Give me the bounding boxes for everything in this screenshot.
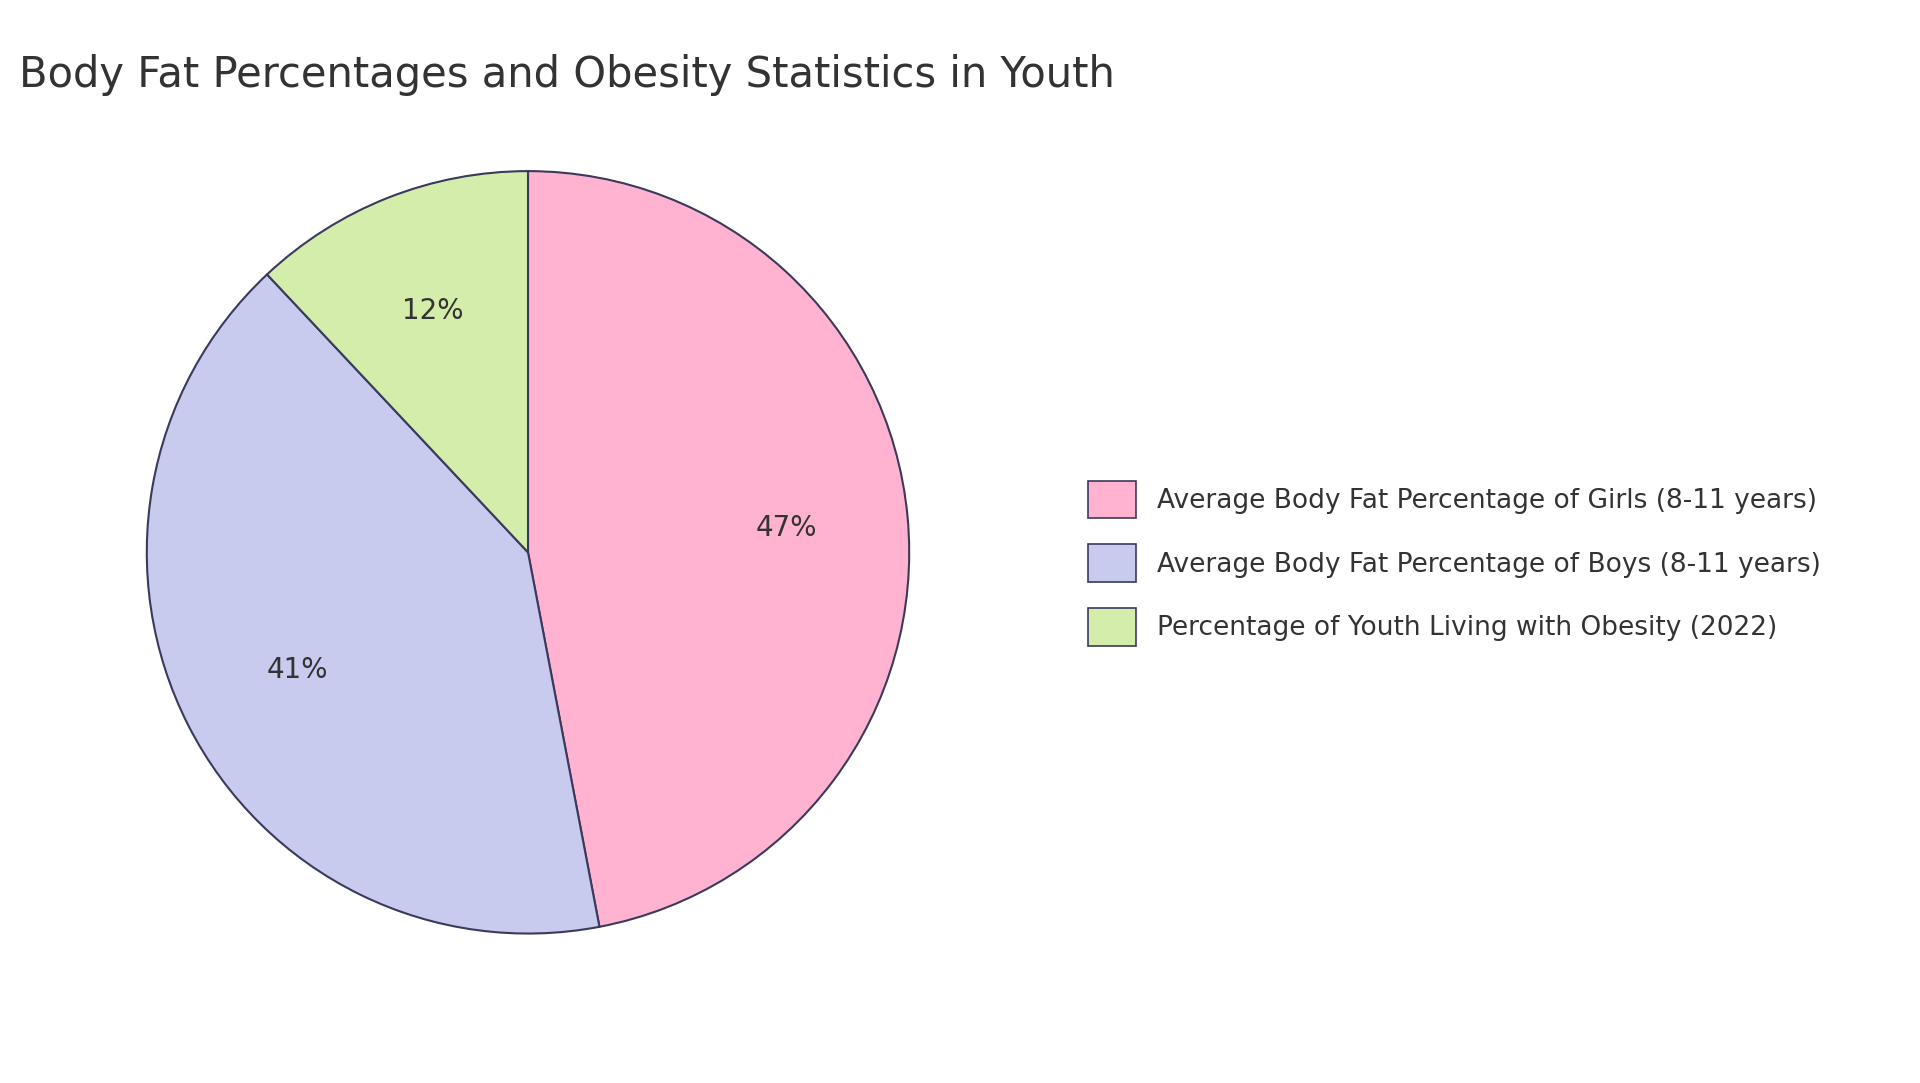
- Wedge shape: [146, 274, 599, 934]
- Text: Body Fat Percentages and Obesity Statistics in Youth: Body Fat Percentages and Obesity Statist…: [19, 54, 1116, 96]
- Text: 12%: 12%: [401, 298, 463, 325]
- Text: 47%: 47%: [755, 514, 816, 542]
- Wedge shape: [267, 171, 528, 552]
- Legend: Average Body Fat Percentage of Girls (8-11 years), Average Body Fat Percentage o: Average Body Fat Percentage of Girls (8-…: [1089, 481, 1820, 645]
- Wedge shape: [528, 171, 910, 927]
- Text: 41%: 41%: [267, 656, 328, 684]
